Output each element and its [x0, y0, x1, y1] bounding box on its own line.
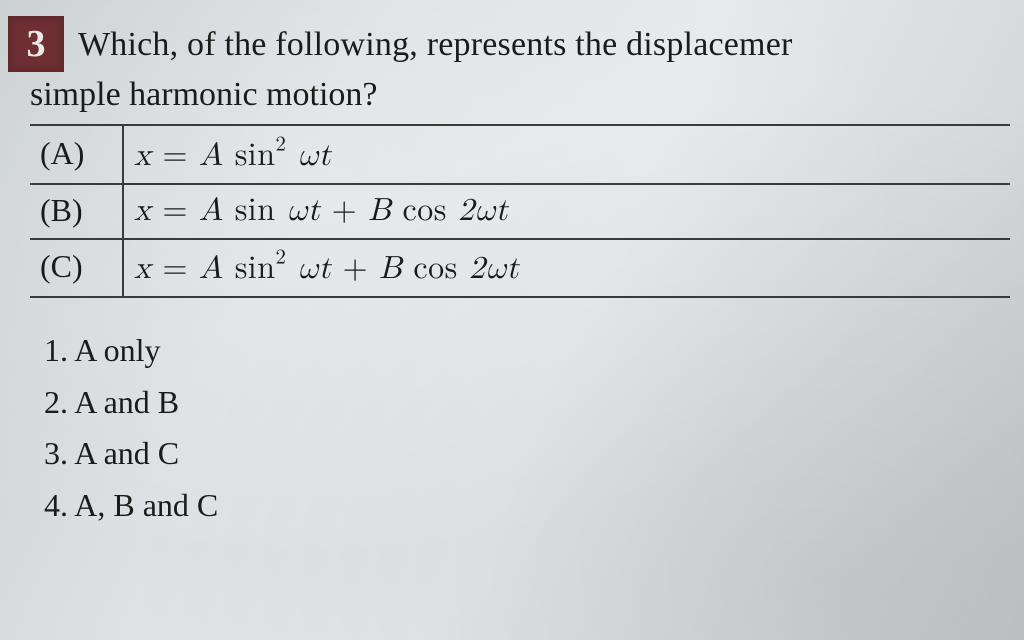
- question-header: 3 Which, of the following, represents th…: [8, 16, 1024, 72]
- table-row: (A) x = A sin2 ωt: [30, 125, 1010, 184]
- answer-choice: 1. A only: [44, 326, 1024, 376]
- table-row: (C) x = A sin2 ωt + B cos 2ωt: [30, 239, 1010, 298]
- table-row: (B) x = A sin ωt + B cos 2ωt: [30, 184, 1010, 239]
- option-equation: x = A sin ωt + B cos 2ωt: [123, 184, 1010, 239]
- option-equation: x = A sin2 ωt: [123, 125, 1010, 184]
- answer-choice: 2. A and B: [44, 378, 1024, 428]
- option-label: (C): [30, 239, 123, 298]
- answer-choice: 4. A, B and C: [44, 481, 1024, 531]
- question-number-badge: 3: [8, 16, 64, 72]
- question-text-line2: simple harmonic motion?: [30, 76, 1024, 114]
- option-equation: x = A sin2 ωt + B cos 2ωt: [123, 239, 1010, 298]
- answer-choice: 3. A and C: [44, 429, 1024, 479]
- answer-choices: 1. A only 2. A and B 3. A and C 4. A, B …: [44, 326, 1024, 530]
- question-text-line1: Which, of the following, represents the …: [78, 16, 793, 68]
- options-table: (A) x = A sin2 ωt (B) x = A sin ωt + B c…: [30, 124, 1010, 298]
- page: 3 Which, of the following, represents th…: [0, 0, 1024, 530]
- option-label: (B): [30, 184, 123, 239]
- option-label: (A): [30, 125, 123, 184]
